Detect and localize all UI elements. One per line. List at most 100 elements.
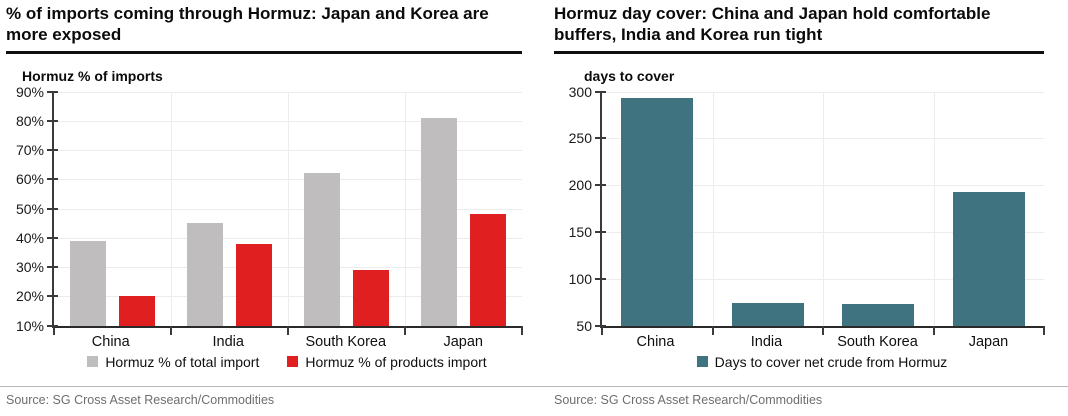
legend-item: Hormuz % of total import [87, 354, 259, 370]
x-axis-tick [53, 325, 55, 335]
left-chart-axis-title: Hormuz % of imports [22, 67, 163, 84]
left-chart-y-axis: 90% 80% 70% 60% 50% 40% 30% 20% 10% [6, 84, 52, 334]
bar-group [823, 92, 934, 326]
bar-groups [602, 92, 1044, 326]
bar-group [288, 92, 405, 326]
right-chart-plot-area: 300 250 200 150 100 50 [554, 84, 1045, 335]
bar [731, 303, 804, 326]
y-axis-tick-label: 30% [15, 259, 44, 275]
bar [353, 269, 389, 326]
right-chart-y-axis: 300 250 200 150 100 50 [554, 84, 600, 334]
v-gridline [405, 91, 406, 326]
v-gridline [171, 91, 172, 326]
y-axis-tick [595, 90, 606, 93]
bar [842, 303, 915, 326]
x-category-label: China [91, 333, 130, 350]
v-gridline [823, 91, 824, 326]
y-axis-tick-label: 250 [568, 130, 592, 147]
right-chart-title: Hormuz day cover: China and Japan hold c… [554, 3, 1044, 54]
y-axis-tick [47, 90, 58, 93]
left-chart-plot [47, 90, 523, 335]
bar-groups [54, 92, 522, 326]
bar [187, 223, 223, 326]
right-chart-source-row: Source: SG Cross Asset Research/Commodit… [534, 386, 1068, 416]
y-axis-tick [47, 119, 58, 122]
legend-swatch [87, 356, 99, 367]
right-chart-plot [595, 90, 1045, 335]
bar [236, 243, 272, 326]
y-axis-tick [47, 149, 58, 151]
bar-group [405, 92, 522, 326]
x-axis-tick [601, 325, 603, 335]
v-gridline [288, 91, 289, 326]
legend-item: Days to cover net crude from Hormuz [696, 353, 948, 370]
y-axis-tick-label: 100 [568, 270, 592, 287]
left-chart-legend: Hormuz % of total import Hormuz % of prod… [52, 354, 522, 370]
right-chart-source-text: Source: SG Cross Asset Research/Commodit… [554, 393, 823, 407]
y-axis-tick-label: 70% [15, 142, 44, 158]
bar [952, 191, 1025, 326]
x-category-label: Japan [443, 333, 483, 350]
bar-group [54, 92, 171, 326]
v-gridline [712, 91, 714, 326]
x-category-label: India [212, 333, 244, 350]
left-chart-title: % of imports coming through Hormuz: Japa… [6, 3, 522, 54]
bar [304, 173, 340, 326]
y-axis-tick [47, 295, 58, 298]
y-axis-tick-label: 40% [15, 229, 44, 246]
y-axis-tick [595, 277, 606, 280]
left-chart-panel: % of imports coming through Hormuz: Japa… [0, 3, 534, 416]
bar [119, 296, 155, 326]
x-axis-tick [170, 325, 172, 335]
bar [470, 214, 506, 326]
bar [421, 117, 457, 326]
y-axis-tick [47, 324, 58, 327]
right-chart-legend: Days to cover net crude from Hormuz [600, 354, 1044, 370]
right-chart-axis-title: days to cover [584, 67, 675, 84]
left-chart-source-text: Source: SG Cross Asset Research/Commodit… [6, 393, 275, 407]
x-axis-tick [287, 325, 289, 335]
y-axis-tick [47, 266, 58, 268]
x-category-label: China [636, 333, 675, 350]
left-chart-source-row: Source: SG Cross Asset Research/Commodit… [0, 386, 534, 416]
x-axis-tick [521, 325, 523, 335]
y-axis-tick [595, 137, 606, 140]
bar-group [171, 92, 288, 326]
y-axis-tick [47, 207, 58, 210]
x-category-label: Japan [968, 333, 1009, 350]
y-axis-tick [595, 324, 606, 327]
y-axis-tick-label: 150 [568, 223, 592, 240]
x-category-label: South Korea [837, 333, 918, 350]
legend-label: Hormuz % of total import [105, 353, 260, 370]
legend-swatch [696, 356, 708, 367]
v-gridline [933, 91, 935, 326]
legend-label: Hormuz % of products import [305, 353, 487, 370]
x-category-label: South Korea [305, 333, 387, 350]
bar-group [934, 92, 1045, 326]
y-axis-tick [47, 178, 58, 181]
y-axis-tick-label: 20% [15, 288, 44, 305]
left-chart-x-axis-labels: China India South Korea Japan [52, 334, 522, 350]
y-axis-tick [595, 230, 606, 233]
bar-group [602, 92, 713, 326]
y-axis-tick-label: 60% [15, 171, 44, 188]
y-axis-tick [47, 236, 58, 239]
x-axis-tick [822, 325, 824, 335]
y-axis-tick-label: 300 [568, 83, 592, 100]
legend-swatch [287, 356, 299, 367]
x-axis-tick [932, 325, 935, 335]
y-axis-tick [595, 184, 606, 187]
right-chart-x-axis-labels: China India South Korea Japan [600, 334, 1044, 350]
y-axis-tick-label: 50% [15, 200, 44, 217]
bar [621, 98, 694, 326]
bar-group [713, 92, 824, 326]
x-axis-tick [711, 325, 714, 335]
y-axis-tick-label: 50 [576, 317, 592, 334]
y-axis-tick-label: 200 [568, 177, 592, 194]
y-axis-tick-label: 90% [15, 83, 44, 100]
x-axis-tick [1043, 325, 1045, 335]
x-category-label: India [750, 333, 783, 350]
legend-label: Days to cover net crude from Hormuz [714, 353, 948, 370]
left-chart-plot-area: 90% 80% 70% 60% 50% 40% 30% 20% 10% [6, 84, 523, 335]
